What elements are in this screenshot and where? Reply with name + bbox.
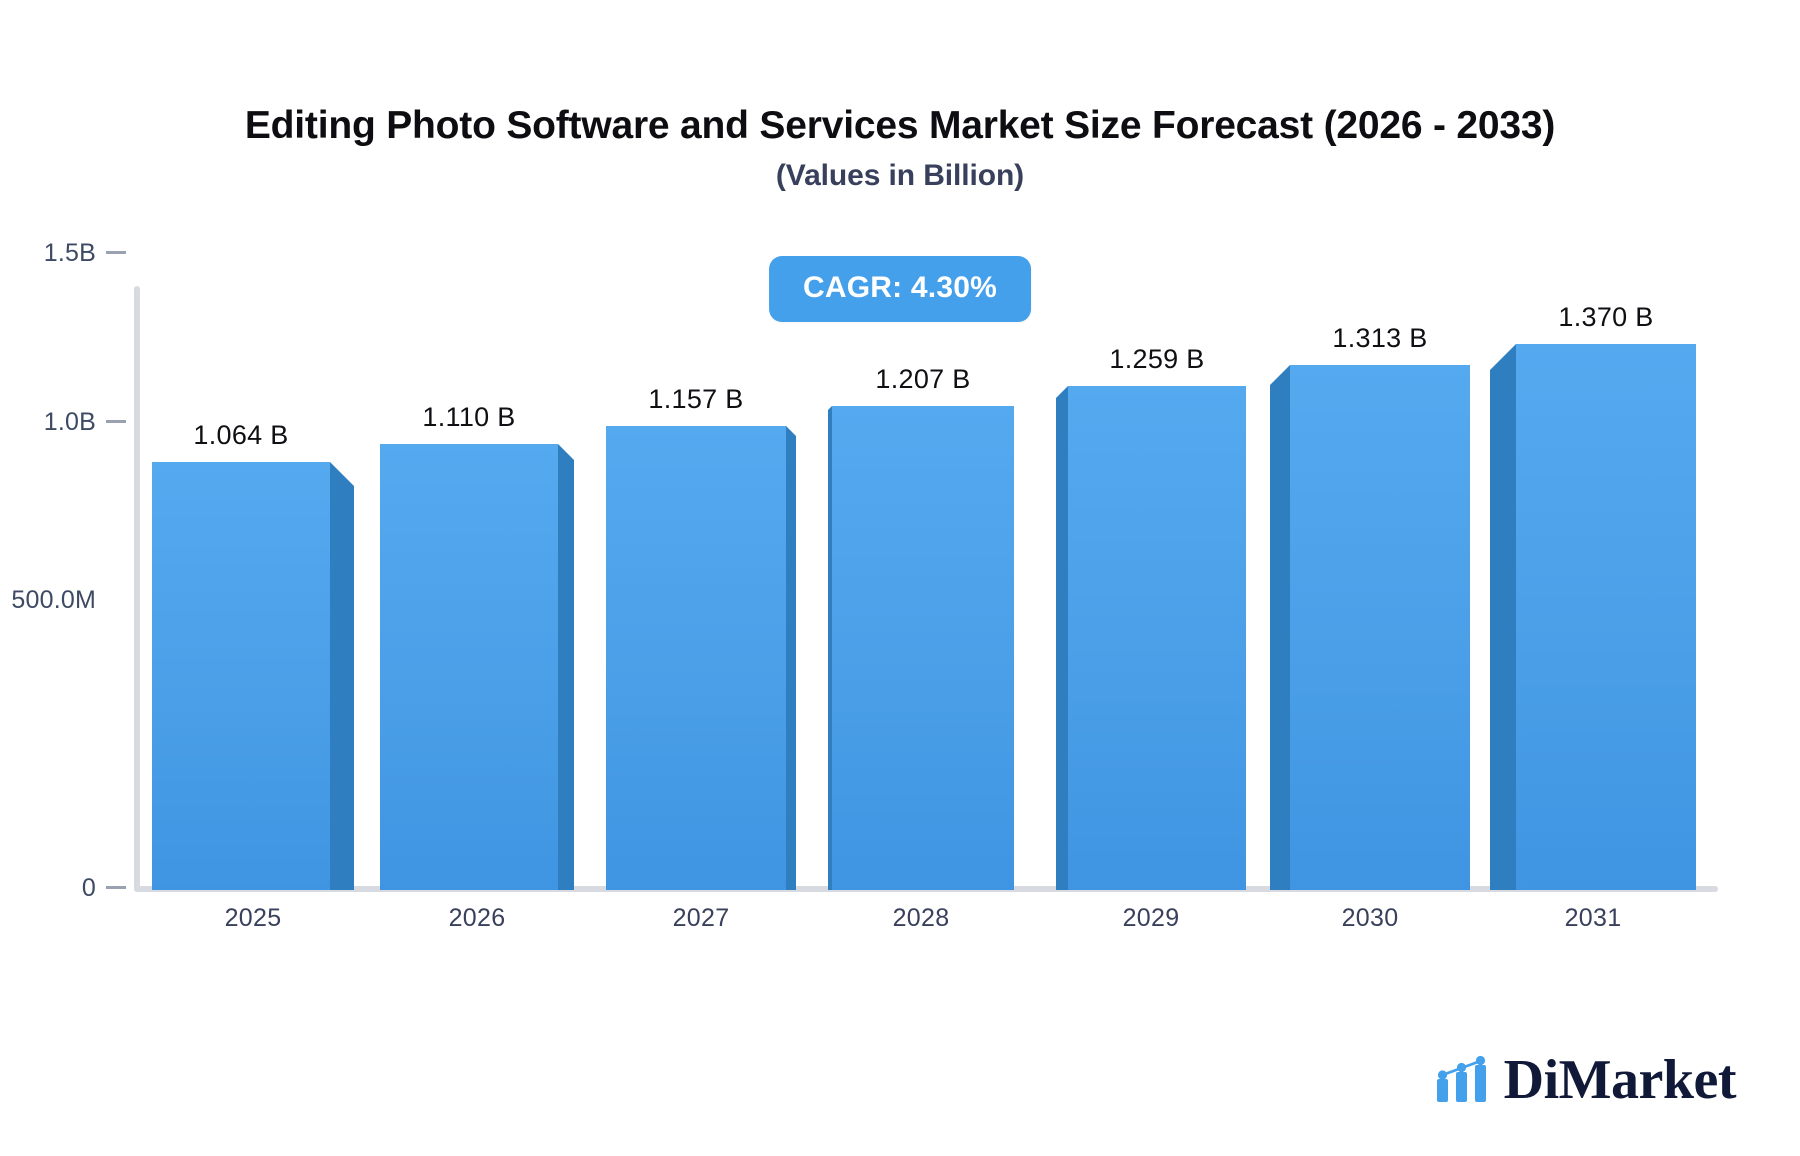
chart-subtitle: (Values in Billion): [775, 158, 1025, 192]
bar-top-bevel: [1490, 344, 1516, 370]
bar-top-bevel: [1056, 386, 1068, 398]
x-tick-label-2031: 2031: [1564, 904, 1622, 932]
bar-side-face: [330, 486, 354, 890]
bar-side-face: [1490, 370, 1516, 890]
bar-top-bevel: [330, 462, 354, 486]
x-tick-label-2029: 2029: [1122, 904, 1180, 932]
y-tick-label-1.5B: 1.5B: [43, 239, 96, 267]
bar-group-2031[interactable]: 1.370 B: [1490, 302, 1696, 890]
bar-face: [606, 426, 786, 890]
x-tick-label-2028: 2028: [892, 904, 950, 932]
x-tick-label-2027: 2027: [672, 904, 730, 932]
bar-top-bevel: [1270, 365, 1290, 385]
bar-value-label: 1.313 B: [1332, 323, 1428, 353]
x-tick-label-2026: 2026: [448, 904, 506, 932]
y-tick-label-500.0M: 500.0M: [11, 586, 96, 614]
x-tick-label-2030: 2030: [1341, 904, 1399, 932]
bar-group-2027[interactable]: 1.157 B: [606, 384, 796, 890]
y-tick-label-1.0B: 1.0B: [43, 408, 96, 436]
bar-value-label: 1.110 B: [422, 402, 516, 432]
y-tick-label-0: 0: [81, 874, 96, 902]
bar-face: [380, 444, 558, 890]
y-tick-mark-1.5B: [106, 251, 126, 254]
title-block: Editing Photo Software and Services Mark…: [0, 104, 1800, 193]
bar-group-2028[interactable]: 1.207 B: [828, 364, 1014, 890]
logo-text: DiMarket: [1503, 1049, 1737, 1111]
y-tick-mark-0: [106, 886, 126, 889]
bar-top-bevel: [786, 426, 796, 436]
bar-side-face: [558, 460, 574, 890]
bar-side-face: [786, 436, 796, 890]
bar-side-face: [1056, 398, 1068, 890]
bar-group-2025[interactable]: 1.064 B: [152, 420, 354, 890]
plot-area: 1.5B 1.0B 500.0M 0 1.064 B 1.110 B 1.157…: [11, 239, 1718, 932]
bar-value-label: 1.207 B: [875, 364, 971, 394]
bar-face: [1068, 386, 1246, 890]
y-tick-mark-1.0B: [106, 420, 126, 423]
bar-group-2030[interactable]: 1.313 B: [1270, 323, 1470, 890]
bar-value-label: 1.259 B: [1109, 344, 1205, 374]
cagr-badge: CAGR: 4.30%: [769, 256, 1031, 322]
bar-face: [1290, 365, 1470, 890]
bar-value-label: 1.064 B: [193, 420, 289, 450]
bar-top-bevel: [828, 406, 832, 410]
bar-face: [152, 462, 330, 890]
bar-side-face: [828, 410, 832, 890]
bar-group-2026[interactable]: 1.110 B: [380, 402, 574, 890]
bar-group-2029[interactable]: 1.259 B: [1056, 344, 1246, 890]
bar-face: [832, 406, 1014, 890]
bar-face: [1516, 344, 1696, 890]
y-axis-line: [134, 286, 140, 890]
bar-side-face: [1270, 385, 1290, 890]
bar-value-label: 1.157 B: [648, 384, 744, 414]
brand-logo: DiMarket: [1436, 1049, 1737, 1111]
bar-value-label: 1.370 B: [1558, 302, 1654, 332]
x-tick-label-2025: 2025: [224, 904, 282, 932]
bar-chart-icon: [1436, 1053, 1490, 1108]
page-title: Editing Photo Software and Services Mark…: [244, 104, 1556, 147]
bar-top-bevel: [558, 444, 574, 460]
